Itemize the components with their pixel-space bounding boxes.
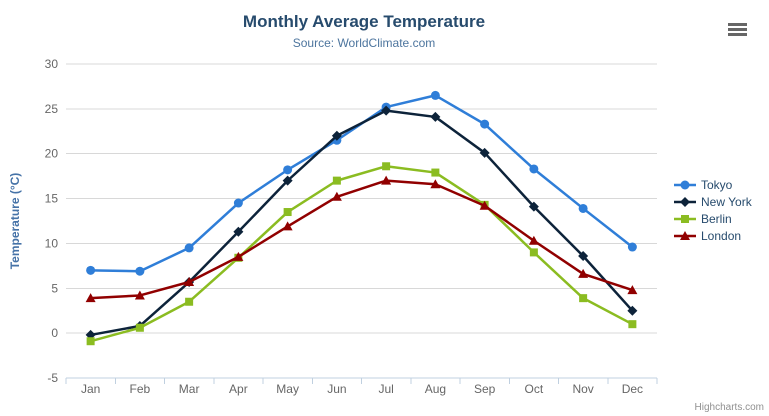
data-point-london[interactable] (528, 235, 539, 245)
data-point-london[interactable] (627, 285, 638, 295)
y-tick-label: 20 (45, 147, 59, 161)
data-point-berlin[interactable] (382, 162, 391, 171)
y-tick-label: 25 (45, 102, 59, 116)
data-point-berlin[interactable] (332, 176, 341, 185)
data-point-new-york[interactable] (331, 130, 342, 141)
data-point-berlin[interactable] (529, 248, 538, 257)
series-line-new-york (89, 109, 634, 337)
data-point-tokyo[interactable] (86, 265, 96, 275)
x-tick-label: Dec (622, 382, 643, 396)
series-line-london (89, 179, 634, 300)
legend-item-label: New York (701, 194, 752, 209)
data-point-berlin[interactable] (579, 294, 588, 303)
legend: Tokyo New York Berlin London (674, 176, 752, 244)
data-point-london[interactable] (381, 175, 392, 185)
square-legend-marker-icon (674, 214, 696, 223)
data-point-berlin[interactable] (283, 208, 292, 217)
data-point-new-york[interactable] (233, 226, 244, 237)
x-tick-label: Apr (229, 382, 248, 396)
data-point-london[interactable] (578, 268, 589, 278)
data-point-tokyo[interactable] (283, 165, 293, 175)
data-point-berlin[interactable] (431, 168, 440, 177)
data-point-tokyo[interactable] (233, 198, 243, 208)
data-point-new-york[interactable] (528, 201, 539, 212)
data-point-new-york[interactable] (578, 250, 589, 261)
credits-link[interactable]: Highcharts.com (694, 402, 764, 413)
series-tokyo (86, 90, 637, 276)
legend-item-new-york[interactable]: New York (674, 193, 752, 210)
series-london (85, 175, 638, 303)
y-tick-label: -5 (47, 371, 58, 385)
data-point-london[interactable] (331, 191, 342, 201)
series-line-berlin (89, 165, 634, 343)
data-point-new-york[interactable] (430, 111, 441, 122)
diamond-legend-marker-icon (674, 196, 696, 207)
y-tick-label: 0 (51, 326, 58, 340)
legend-item-label: Berlin (701, 211, 732, 226)
data-point-new-york[interactable] (479, 147, 490, 158)
data-point-london[interactable] (430, 179, 441, 189)
y-tick-label: 10 (45, 236, 59, 250)
chart-context-menu-button[interactable] (726, 22, 750, 38)
x-tick-label: Jul (378, 382, 393, 396)
data-point-tokyo[interactable] (430, 90, 440, 100)
legend-item-london[interactable]: London (674, 227, 752, 244)
circle-legend-marker-icon (674, 180, 696, 189)
chart-subtitle: Source: WorldClimate.com (292, 36, 436, 50)
data-point-new-york[interactable] (627, 305, 638, 316)
x-tick-label: Oct (525, 382, 544, 396)
data-point-tokyo[interactable] (627, 242, 637, 252)
data-point-tokyo[interactable] (135, 266, 145, 276)
legend-item-tokyo[interactable]: Tokyo (674, 176, 752, 193)
data-point-london[interactable] (282, 221, 293, 231)
x-tick-label: Aug (425, 382, 446, 396)
hamburger-menu-icon (728, 23, 747, 26)
data-point-berlin[interactable] (628, 320, 637, 329)
data-point-london[interactable] (134, 290, 145, 300)
x-tick-label: May (276, 382, 299, 396)
x-tick-label: Jun (327, 382, 346, 396)
data-point-berlin[interactable] (86, 337, 95, 346)
legend-item-berlin[interactable]: Berlin (674, 210, 752, 227)
data-point-tokyo[interactable] (184, 243, 194, 253)
y-tick-label: 5 (51, 281, 58, 295)
x-tick-label: Feb (130, 382, 151, 396)
data-point-new-york[interactable] (381, 105, 392, 116)
data-point-tokyo[interactable] (480, 119, 490, 129)
legend-item-label: London (701, 228, 742, 243)
data-point-london[interactable] (184, 277, 195, 287)
data-point-london[interactable] (85, 293, 96, 303)
series-new-york (85, 105, 638, 340)
data-point-tokyo[interactable] (529, 164, 539, 174)
legend-item-label: Tokyo (701, 177, 733, 192)
y-tick-label: 30 (45, 57, 59, 71)
data-point-berlin[interactable] (185, 297, 194, 306)
triangle-legend-marker-icon (674, 230, 696, 240)
y-tick-label: 15 (45, 192, 59, 206)
data-point-london[interactable] (479, 200, 490, 210)
data-point-london[interactable] (233, 251, 244, 261)
data-point-tokyo[interactable] (578, 203, 588, 213)
data-point-berlin[interactable] (135, 323, 144, 332)
x-tick-label: Jan (81, 382, 100, 396)
x-tick-label: Sep (474, 382, 496, 396)
series-line-tokyo (89, 94, 634, 273)
data-point-new-york[interactable] (282, 175, 293, 186)
chart-title: Monthly Average Temperature (242, 12, 486, 31)
x-tick-label: Nov (572, 382, 593, 396)
x-tick-label: Mar (179, 382, 200, 396)
